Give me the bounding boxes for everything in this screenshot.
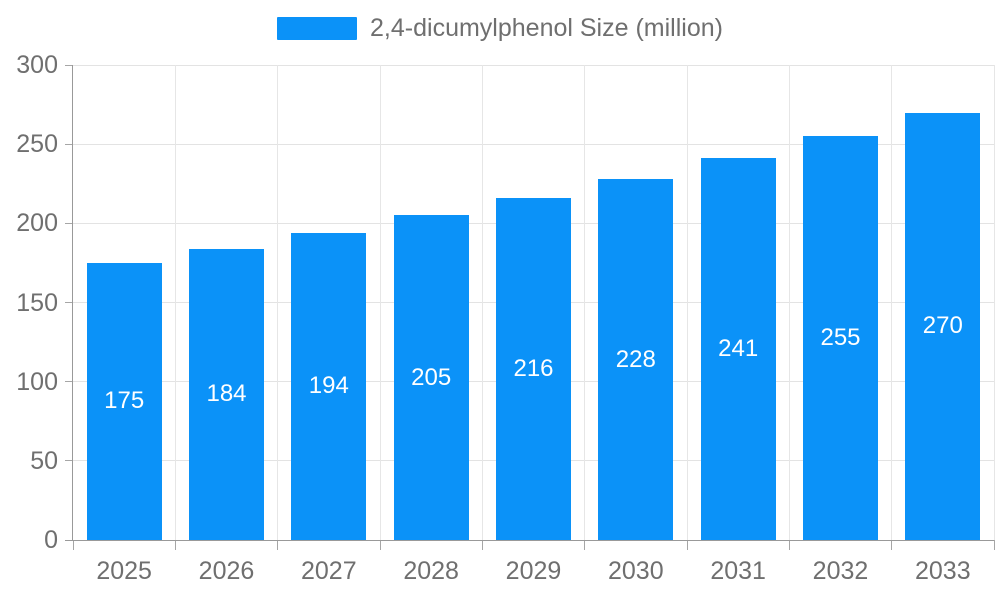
y-axis-line <box>72 65 73 540</box>
chart-legend: 2,4-dicumylphenol Size (million) <box>0 14 1000 42</box>
x-axis-tick <box>72 540 74 550</box>
bar[interactable] <box>189 248 264 540</box>
x-axis-label: 2032 <box>812 557 869 585</box>
gridline-horizontal <box>73 64 994 66</box>
bar-value-label: 184 <box>206 380 247 408</box>
y-axis-tick <box>65 64 73 66</box>
bar[interactable] <box>496 198 571 540</box>
y-axis-tick <box>65 302 73 303</box>
x-axis-label: 2025 <box>96 557 152 585</box>
y-axis-label: 150 <box>16 288 58 317</box>
x-axis-tick <box>379 540 381 550</box>
y-axis-tick <box>65 222 73 224</box>
x-axis-tick <box>686 540 688 550</box>
bar[interactable] <box>598 179 674 540</box>
x-axis-label: 2028 <box>403 557 459 585</box>
x-axis-tick <box>891 540 893 550</box>
y-axis-tick <box>65 381 73 383</box>
bar-value-label: 270 <box>922 312 963 340</box>
gridline-horizontal <box>73 143 994 145</box>
x-axis-tick <box>481 540 483 550</box>
gridline-vertical <box>174 65 176 540</box>
bar-value-label: 194 <box>308 372 349 400</box>
bar[interactable] <box>905 112 981 540</box>
y-axis-label: 250 <box>16 130 58 159</box>
x-axis-tick <box>277 540 279 550</box>
y-axis-label: 200 <box>16 209 58 238</box>
bar-value-label: 228 <box>615 345 656 373</box>
bar-value-label: 205 <box>411 363 452 391</box>
x-axis-tick <box>174 540 176 550</box>
x-axis-tick <box>584 540 586 550</box>
x-axis-tick <box>788 540 790 550</box>
y-axis-label: 300 <box>16 51 58 79</box>
x-axis-tick <box>993 540 995 550</box>
legend-swatch <box>277 17 358 40</box>
gridline-vertical <box>277 65 279 540</box>
x-axis-label: 2027 <box>301 557 357 585</box>
bar[interactable] <box>393 215 469 540</box>
gridline-vertical <box>993 65 995 540</box>
y-axis-tick <box>65 143 73 145</box>
x-axis-label: 2029 <box>505 557 562 585</box>
bar-value-label: 241 <box>718 335 759 363</box>
bar[interactable] <box>803 136 878 540</box>
gridline-vertical <box>379 65 381 540</box>
bar[interactable] <box>700 158 776 540</box>
x-axis-label: 2033 <box>915 557 971 585</box>
x-axis-label: 2031 <box>710 557 766 585</box>
bar-value-label: 255 <box>820 324 861 352</box>
gridline-vertical <box>584 65 586 540</box>
gridline-vertical <box>686 65 688 540</box>
legend-item[interactable]: 2,4-dicumylphenol Size (million) <box>277 14 723 42</box>
y-axis-label: 100 <box>16 367 58 396</box>
gridline-vertical <box>788 65 790 540</box>
y-axis-label: 0 <box>44 526 58 554</box>
y-axis-label: 50 <box>30 446 58 475</box>
bar[interactable] <box>86 262 162 540</box>
legend-label: 2,4-dicumylphenol Size (million) <box>370 14 723 42</box>
bar-value-label: 175 <box>104 387 145 415</box>
x-axis-line <box>65 540 994 541</box>
x-axis-label: 2030 <box>608 557 664 585</box>
gridline-vertical <box>481 65 483 540</box>
gridline-vertical <box>891 65 893 540</box>
x-axis-label: 2026 <box>198 557 255 585</box>
y-axis-tick <box>65 460 73 462</box>
bar[interactable] <box>291 232 367 540</box>
bar-value-label: 216 <box>513 355 554 382</box>
